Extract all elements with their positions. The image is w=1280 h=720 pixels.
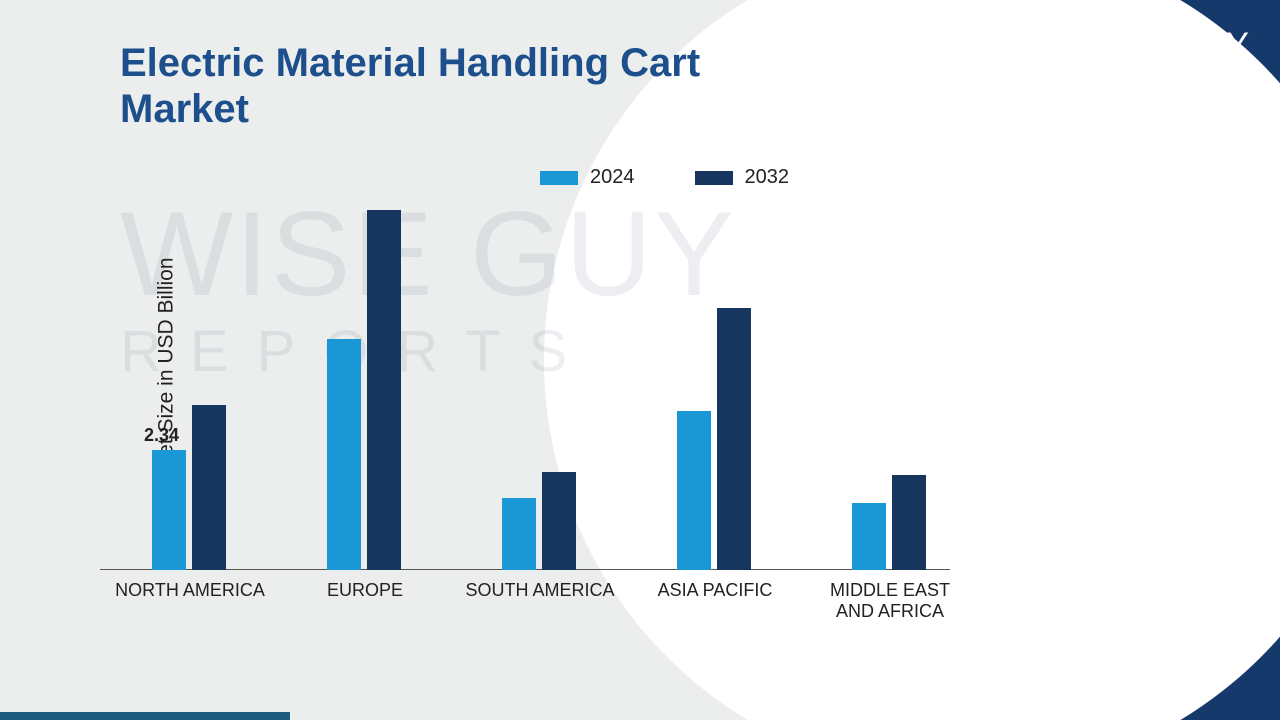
category-label: SOUTH AMERICA	[460, 580, 620, 601]
brand-main-text: WISE GUY	[1056, 28, 1250, 62]
bar-2024	[677, 411, 711, 570]
bar-2024	[152, 450, 186, 570]
bar-2032	[717, 308, 751, 570]
bar-2032	[892, 475, 926, 570]
legend-item-2032: 2032	[695, 166, 790, 189]
bar-2024	[502, 498, 536, 570]
category-label: ASIA PACIFIC	[635, 580, 795, 601]
category-label: EUROPE	[285, 580, 445, 601]
brand-sub-text: R E P O R T S	[1056, 64, 1250, 80]
category-label: NORTH AMERICA	[110, 580, 270, 601]
brand-logo: WISE GUY R E P O R T S	[1056, 28, 1250, 80]
category-label: MIDDLE EAST AND AFRICA	[810, 580, 970, 621]
bar-2032	[367, 210, 401, 570]
legend-swatch-2032	[695, 171, 733, 185]
legend-label: 2024	[590, 166, 635, 189]
chart-title: Electric Material Handling Cart Market	[120, 40, 820, 132]
bar-2024	[327, 339, 361, 570]
legend-label: 2032	[745, 166, 790, 189]
brand-head-icon	[980, 24, 1050, 104]
bar-data-label: 2.34	[144, 425, 179, 446]
bottom-accent-bar	[0, 712, 290, 720]
legend: 2024 2032	[540, 166, 789, 189]
legend-swatch-2024	[540, 171, 578, 185]
bar-2032	[192, 405, 226, 570]
bar-2032	[542, 472, 576, 570]
bar-2024	[852, 503, 886, 570]
chart-plot-area: 2.34	[100, 210, 950, 570]
legend-item-2024: 2024	[540, 166, 635, 189]
